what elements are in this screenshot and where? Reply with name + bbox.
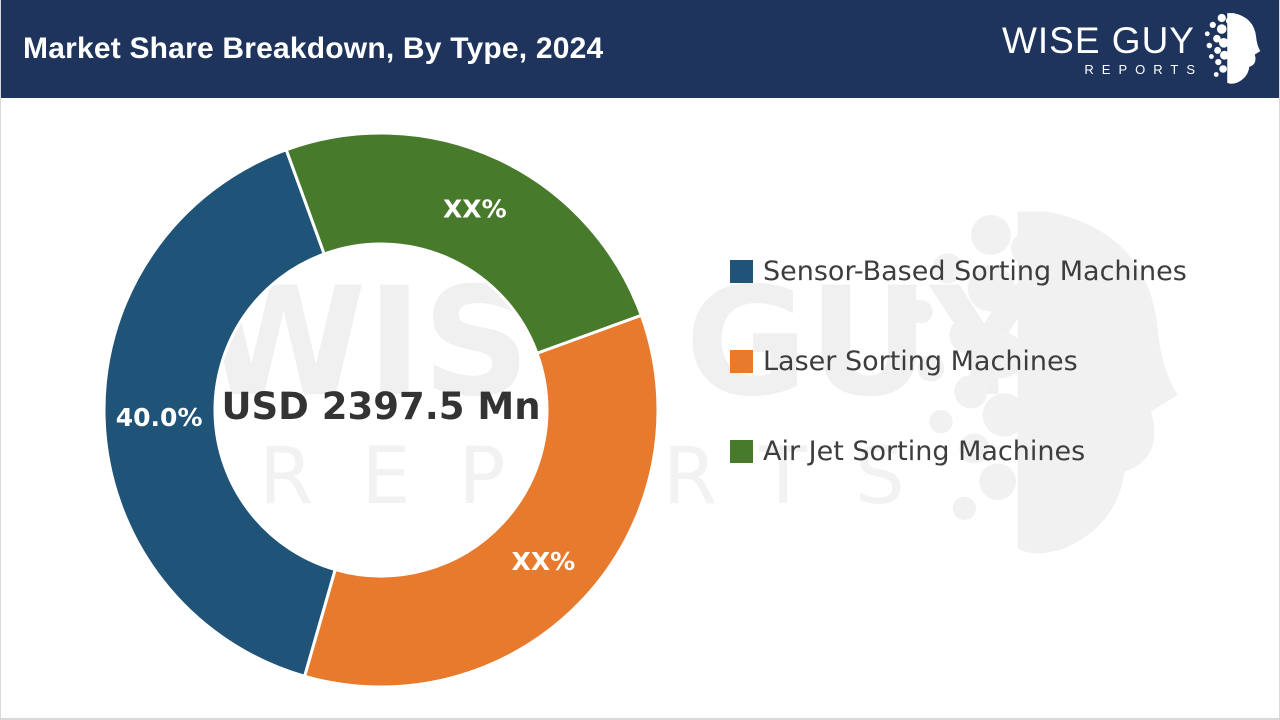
legend-label: Sensor-Based Sorting Machines (763, 255, 1187, 287)
legend-swatch-icon (730, 439, 753, 463)
chart-legend: Sensor-Based Sorting Machines Laser Sort… (730, 245, 1187, 515)
legend-swatch-icon (730, 259, 753, 283)
legend-item-sensor-based: Sensor-Based Sorting Machines (730, 245, 1187, 297)
logo-subtitle: REPORTS (1084, 61, 1203, 77)
legend-label: Laser Sorting Machines (763, 345, 1078, 377)
legend-swatch-icon (730, 349, 753, 373)
wiseguy-logo: WISE GUY REPORTS (1002, 11, 1261, 87)
segment-percent-label: XX% (443, 194, 507, 223)
segment-percent-label: XX% (512, 547, 576, 576)
logo-text: WISE GUY REPORTS (1002, 22, 1195, 77)
donut-center-value: USD 2397.5 Mn (221, 385, 541, 428)
page-title: Market Share Breakdown, By Type, 2024 (23, 32, 604, 65)
wiseguy-face-icon (1199, 11, 1261, 87)
header-bar: Market Share Breakdown, By Type, 2024 WI… (1, 0, 1279, 98)
legend-item-air-jet: Air Jet Sorting Machines (730, 425, 1187, 477)
legend-label: Air Jet Sorting Machines (763, 435, 1086, 467)
logo-wordmark: WISE GUY (1001, 19, 1195, 61)
legend-item-laser: Laser Sorting Machines (730, 335, 1187, 387)
